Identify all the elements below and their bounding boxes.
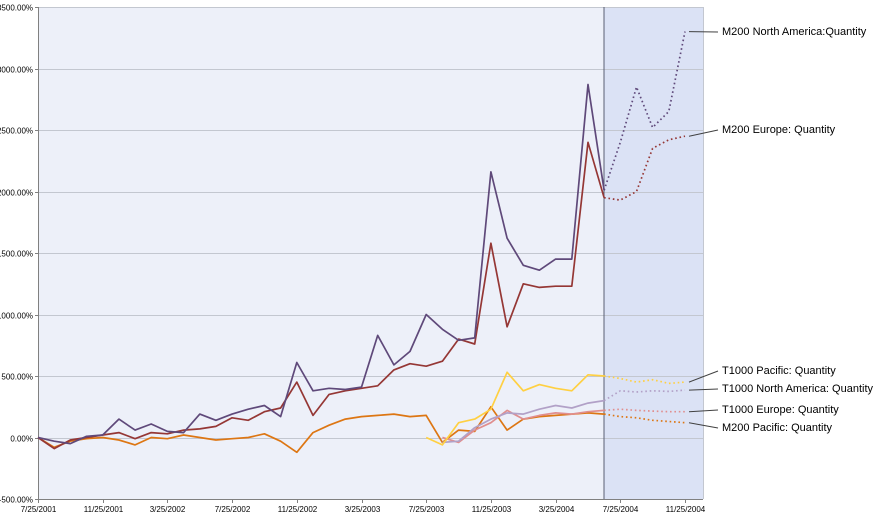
series-line-t1000-pacific-forecast bbox=[603, 375, 686, 385]
series-label-t1000-pacific: T1000 Pacific: Quantity bbox=[722, 365, 836, 377]
y-axis-label: 1500.00% bbox=[0, 250, 33, 259]
x-axis-label: 7/25/2002 bbox=[215, 505, 251, 514]
y-axis-label: 2500.00% bbox=[0, 127, 33, 136]
series-label-m200-north-america: M200 North America:Quantity bbox=[722, 26, 867, 38]
leader-line-t1000-europe bbox=[688, 409, 719, 413]
x-axis-label: 7/25/2003 bbox=[409, 505, 445, 514]
x-axis-label: 11/25/2004 bbox=[666, 505, 706, 514]
series-line-m200-europe bbox=[37, 141, 605, 450]
y-axis-label: 3500.00% bbox=[0, 4, 33, 13]
series-line-t1000-pacific bbox=[425, 371, 605, 446]
y-axis-label: 0.00% bbox=[10, 435, 33, 444]
series-line-m200-pacific bbox=[37, 405, 605, 454]
series-line-m200-europe-forecast bbox=[603, 135, 686, 201]
y-axis-label: 2000.00% bbox=[0, 189, 33, 198]
x-axis-label: 7/25/2001 bbox=[21, 505, 57, 514]
leader-line-m200-pacific bbox=[688, 422, 719, 429]
series-line-t1000-europe-forecast bbox=[604, 408, 685, 413]
series-line-t1000-europe bbox=[442, 409, 605, 444]
y-axis-label: 3000.00% bbox=[0, 66, 33, 75]
series-line-m200-north-america bbox=[37, 83, 605, 445]
leader-line-t1000-north-america bbox=[688, 388, 719, 391]
x-axis-label: 3/25/2002 bbox=[150, 505, 186, 514]
x-axis-label: 7/25/2004 bbox=[603, 505, 639, 514]
y-axis-label: -500.00% bbox=[0, 496, 33, 505]
x-axis-label: 11/25/2001 bbox=[84, 505, 124, 514]
x-axis-label: 3/25/2003 bbox=[345, 505, 381, 514]
series-label-t1000-north-america: T1000 North America: Quantity bbox=[722, 383, 874, 395]
leader-line-t1000-pacific bbox=[688, 370, 719, 383]
x-axis-label: 11/25/2003 bbox=[472, 505, 512, 514]
series-label-t1000-europe: T1000 Europe: Quantity bbox=[722, 404, 839, 416]
y-axis-label: 1000.00% bbox=[0, 312, 33, 321]
y-axis-label: 500.00% bbox=[1, 373, 33, 382]
series-label-m200-pacific: M200 Pacific: Quantity bbox=[722, 422, 833, 434]
leader-line-m200-europe bbox=[688, 129, 719, 137]
x-axis-label: 3/25/2004 bbox=[539, 505, 575, 514]
x-axis-label: 11/25/2002 bbox=[278, 505, 318, 514]
series-line-m200-pacific-forecast bbox=[603, 413, 686, 424]
series-line-t1000-north-america bbox=[442, 399, 605, 444]
series-label-m200-europe: M200 Europe: Quantity bbox=[722, 124, 836, 136]
